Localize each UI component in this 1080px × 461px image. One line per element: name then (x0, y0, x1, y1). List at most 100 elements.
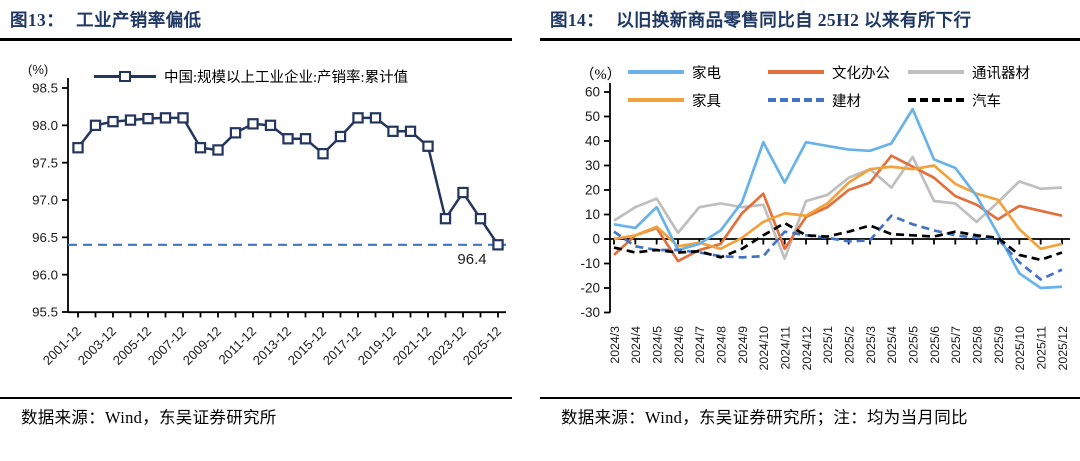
legend-item-auto: 汽车 (908, 92, 1001, 110)
axis-tick-label: 2025/2 (842, 326, 856, 364)
legend-label: 通讯器材 (972, 65, 1030, 82)
axis-tick-label: 98.0 (32, 118, 58, 133)
axis-tick-label: 60 (585, 85, 600, 100)
axis-tick-label: 2024/8 (714, 326, 728, 364)
figure13-source: 数据来源：Wind，东吴证券研究所 (21, 408, 277, 427)
axis-tick-label: 30 (585, 158, 600, 173)
telecom-line-sample (908, 70, 964, 74)
data-point-marker (72, 142, 84, 154)
series-markers (72, 112, 504, 251)
axis-tick-label: 2025/1 (821, 326, 835, 364)
axis-tick-label: 2025/11 (1034, 326, 1048, 370)
figure13-legend-label: 中国:规模以上工业企业:产销率:累计值 (164, 70, 409, 86)
axis-tick-label: 2025-12 (460, 324, 504, 368)
figure14-legend: （%） 家电 文化办公 通讯器材 家具 建材 汽车 (540, 62, 1080, 120)
line-square-marker-sample (94, 70, 156, 83)
building-materials-line-sample (768, 98, 824, 102)
data-point-marker (264, 119, 277, 132)
axis-tick-label: 2025/10 (1013, 326, 1027, 371)
figure13-title-rule (0, 38, 512, 41)
auto-line-sample (908, 98, 964, 102)
data-point-marker (404, 125, 417, 138)
legend-item-furniture: 家具 (628, 92, 721, 110)
axis-tick-label: 2024/9 (736, 326, 750, 364)
axis-tick-label: 2025/4 (885, 326, 899, 364)
figure14-unit-label: （%） (580, 67, 622, 83)
series-line-汽车 (613, 221, 1063, 262)
data-point-marker (439, 212, 452, 225)
y-axis-unit-label: (%) (28, 62, 48, 77)
axis-tick-label: 20 (585, 183, 600, 198)
data-point-marker (369, 112, 382, 124)
axis-tick-label: 2025/5 (906, 326, 920, 364)
legend-label: 建材 (832, 93, 861, 110)
figure13-panel: 图13： 工业产销率偏低 中国:规模以上工业企业:产销率:累计值 98.5 98.0… (0, 10, 540, 427)
legend-item-appliances: 家电 (628, 64, 721, 82)
figure13-number-label: 图13： (10, 10, 65, 30)
legend-label: 汽车 (972, 93, 1001, 110)
figure13-chart: 98.5 98.0 97.5 97.0 96.5 96.0 95.5 (%) 2001-12 20… (0, 45, 540, 395)
axis-tick-label: -30 (580, 305, 600, 320)
series-line-建材 (613, 214, 1063, 281)
figure14-plot: 60 50 40 30 20 10 0 -10 -20 -30 2024/3 2024/4 2024/5… (580, 83, 1070, 371)
axis-tick-label: 2024/11 (778, 326, 792, 370)
data-point-marker (334, 130, 347, 143)
culture-office-line-sample (768, 70, 824, 74)
axis-tick-label: 2024/10 (757, 326, 771, 371)
data-point-marker (299, 133, 312, 145)
data-point-marker (474, 212, 487, 225)
data-point-marker (492, 239, 504, 251)
figure13-legend: 中国:规模以上工业企业:产销率:累计值 (94, 66, 408, 87)
legend-item-culture-office: 文化办公 (768, 64, 890, 82)
figure14-number-label: 图14： (550, 10, 605, 30)
axis-tick-label: 2025/7 (949, 326, 963, 364)
axis-tick-label: 97.0 (32, 193, 58, 208)
axes (604, 83, 1070, 314)
axis-tick-label: 2024/12 (800, 326, 814, 371)
axis-tick-label: 95.5 (32, 305, 58, 320)
axis-tick-label: -20 (580, 281, 600, 296)
axis-tick-label: 97.5 (32, 155, 58, 170)
data-point-marker (107, 115, 119, 128)
data-point-marker (387, 125, 399, 138)
figure13-title-text: 工业产销率偏低 (76, 10, 202, 30)
value-annotation: 96.4 (457, 251, 486, 268)
legend-item-building-materials: 建材 (768, 92, 861, 110)
legend-item-telecom: 通讯器材 (908, 64, 1030, 82)
figure14-source-rule (540, 397, 1080, 399)
figure13-source-rule (0, 397, 512, 399)
data-point-marker (89, 119, 102, 132)
axis-tick-label: 10 (585, 207, 600, 222)
figure14-title-text: 以旧换新商品零售同比自 25H2 以来有所下行 (616, 10, 972, 30)
axis-tick-label: 50 (585, 109, 600, 124)
series-line-家具 (613, 164, 1063, 251)
axis-tick-label: 2025/9 (992, 326, 1006, 364)
legend-label: 文化办公 (832, 65, 890, 82)
axis-tick-label: 40 (585, 134, 600, 149)
axis-tick-label: 2024/4 (629, 326, 643, 364)
figure14-title-rule (540, 38, 1080, 41)
data-point-marker (229, 127, 242, 139)
axis-tick-label: 2025/12 (1056, 326, 1070, 371)
axis-tick-label: 2024/6 (672, 326, 686, 364)
axis-tick-label: 2024/3 (608, 326, 622, 364)
data-point-marker (124, 114, 137, 126)
data-point-marker (282, 133, 294, 145)
figure13-plot: 98.598.097.597.096.596.095.5(%)2001-1220… (28, 62, 506, 368)
data-point-marker (422, 140, 434, 152)
axis-tick-label: 98.5 (32, 81, 58, 96)
appliances-line-sample (628, 70, 684, 74)
legend-label: 家电 (692, 65, 721, 82)
figure14-panel: 图14： 以旧换新商品零售同比自 25H2 以来有所下行 （%） 家电 文化办公 … (540, 0, 1080, 461)
legend-label: 家具 (692, 93, 721, 110)
axis-tick-label: -10 (580, 256, 600, 271)
square-marker-icon (119, 70, 131, 83)
axis-tick-label: 2025/3 (864, 326, 878, 364)
axis-tick-label: 96.0 (32, 267, 58, 282)
axis-tick-label: 2024/7 (693, 326, 707, 364)
data-point-marker (457, 186, 469, 199)
figure14-chart: 60 50 40 30 20 10 0 -10 -20 -30 2024/3 2024/4 2024/5… (540, 45, 1080, 395)
axis-tick-label: 2025/6 (928, 326, 942, 364)
series-line-通讯器材 (613, 155, 1063, 260)
